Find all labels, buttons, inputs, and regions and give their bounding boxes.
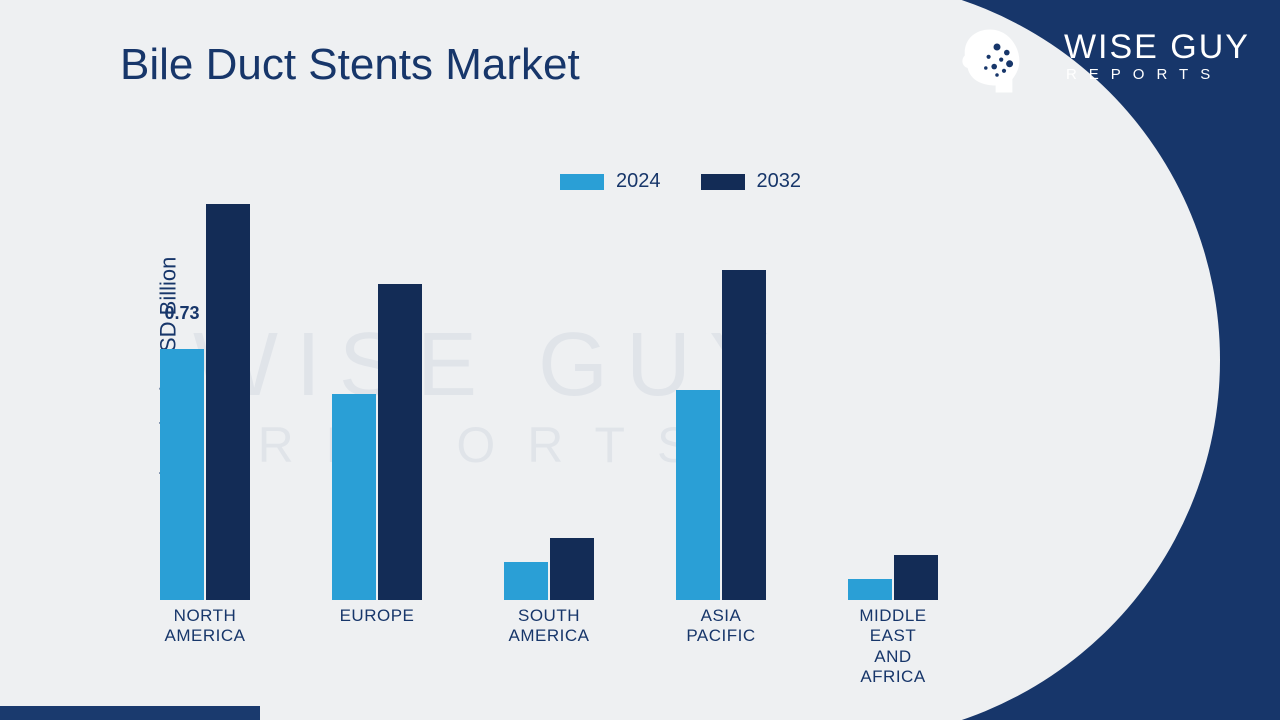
bar-value-label: 0.73 xyxy=(164,303,199,324)
brand-line-2: REPORTS xyxy=(1064,64,1250,85)
bar xyxy=(206,204,250,600)
bar xyxy=(894,555,938,600)
bar xyxy=(378,284,422,600)
category-label: ASIAPACIFIC xyxy=(646,600,796,647)
category-label: EUROPE xyxy=(302,600,452,626)
bar xyxy=(848,579,892,600)
plot-area: NORTHAMERICAEUROPESOUTHAMERICAASIAPACIFI… xyxy=(130,170,960,600)
brand-line-1: WISE GUY xyxy=(1064,30,1250,64)
bottom-accent-bar xyxy=(0,706,260,720)
bar-group: MIDDLEEASTANDAFRICA xyxy=(818,170,968,600)
bar xyxy=(160,349,204,600)
brand-logo: WISE GUY REPORTS xyxy=(1064,30,1250,85)
bar-group: ASIAPACIFIC xyxy=(646,170,796,600)
bar xyxy=(722,270,766,600)
brand-head-icon xyxy=(955,26,1025,96)
bar-group: EUROPE xyxy=(302,170,452,600)
bar xyxy=(550,538,594,600)
bar xyxy=(332,394,376,600)
bar xyxy=(676,390,720,600)
category-label: NORTHAMERICA xyxy=(130,600,280,647)
bar xyxy=(504,562,548,600)
category-label: SOUTHAMERICA xyxy=(474,600,624,647)
bar-group: SOUTHAMERICA xyxy=(474,170,624,600)
chart-title: Bile Duct Stents Market xyxy=(120,40,580,90)
bar-chart: Market Size in USD Billion NORTHAMERICAE… xyxy=(100,170,960,600)
category-label: MIDDLEEASTANDAFRICA xyxy=(818,600,968,688)
bar-group: NORTHAMERICA xyxy=(130,170,280,600)
